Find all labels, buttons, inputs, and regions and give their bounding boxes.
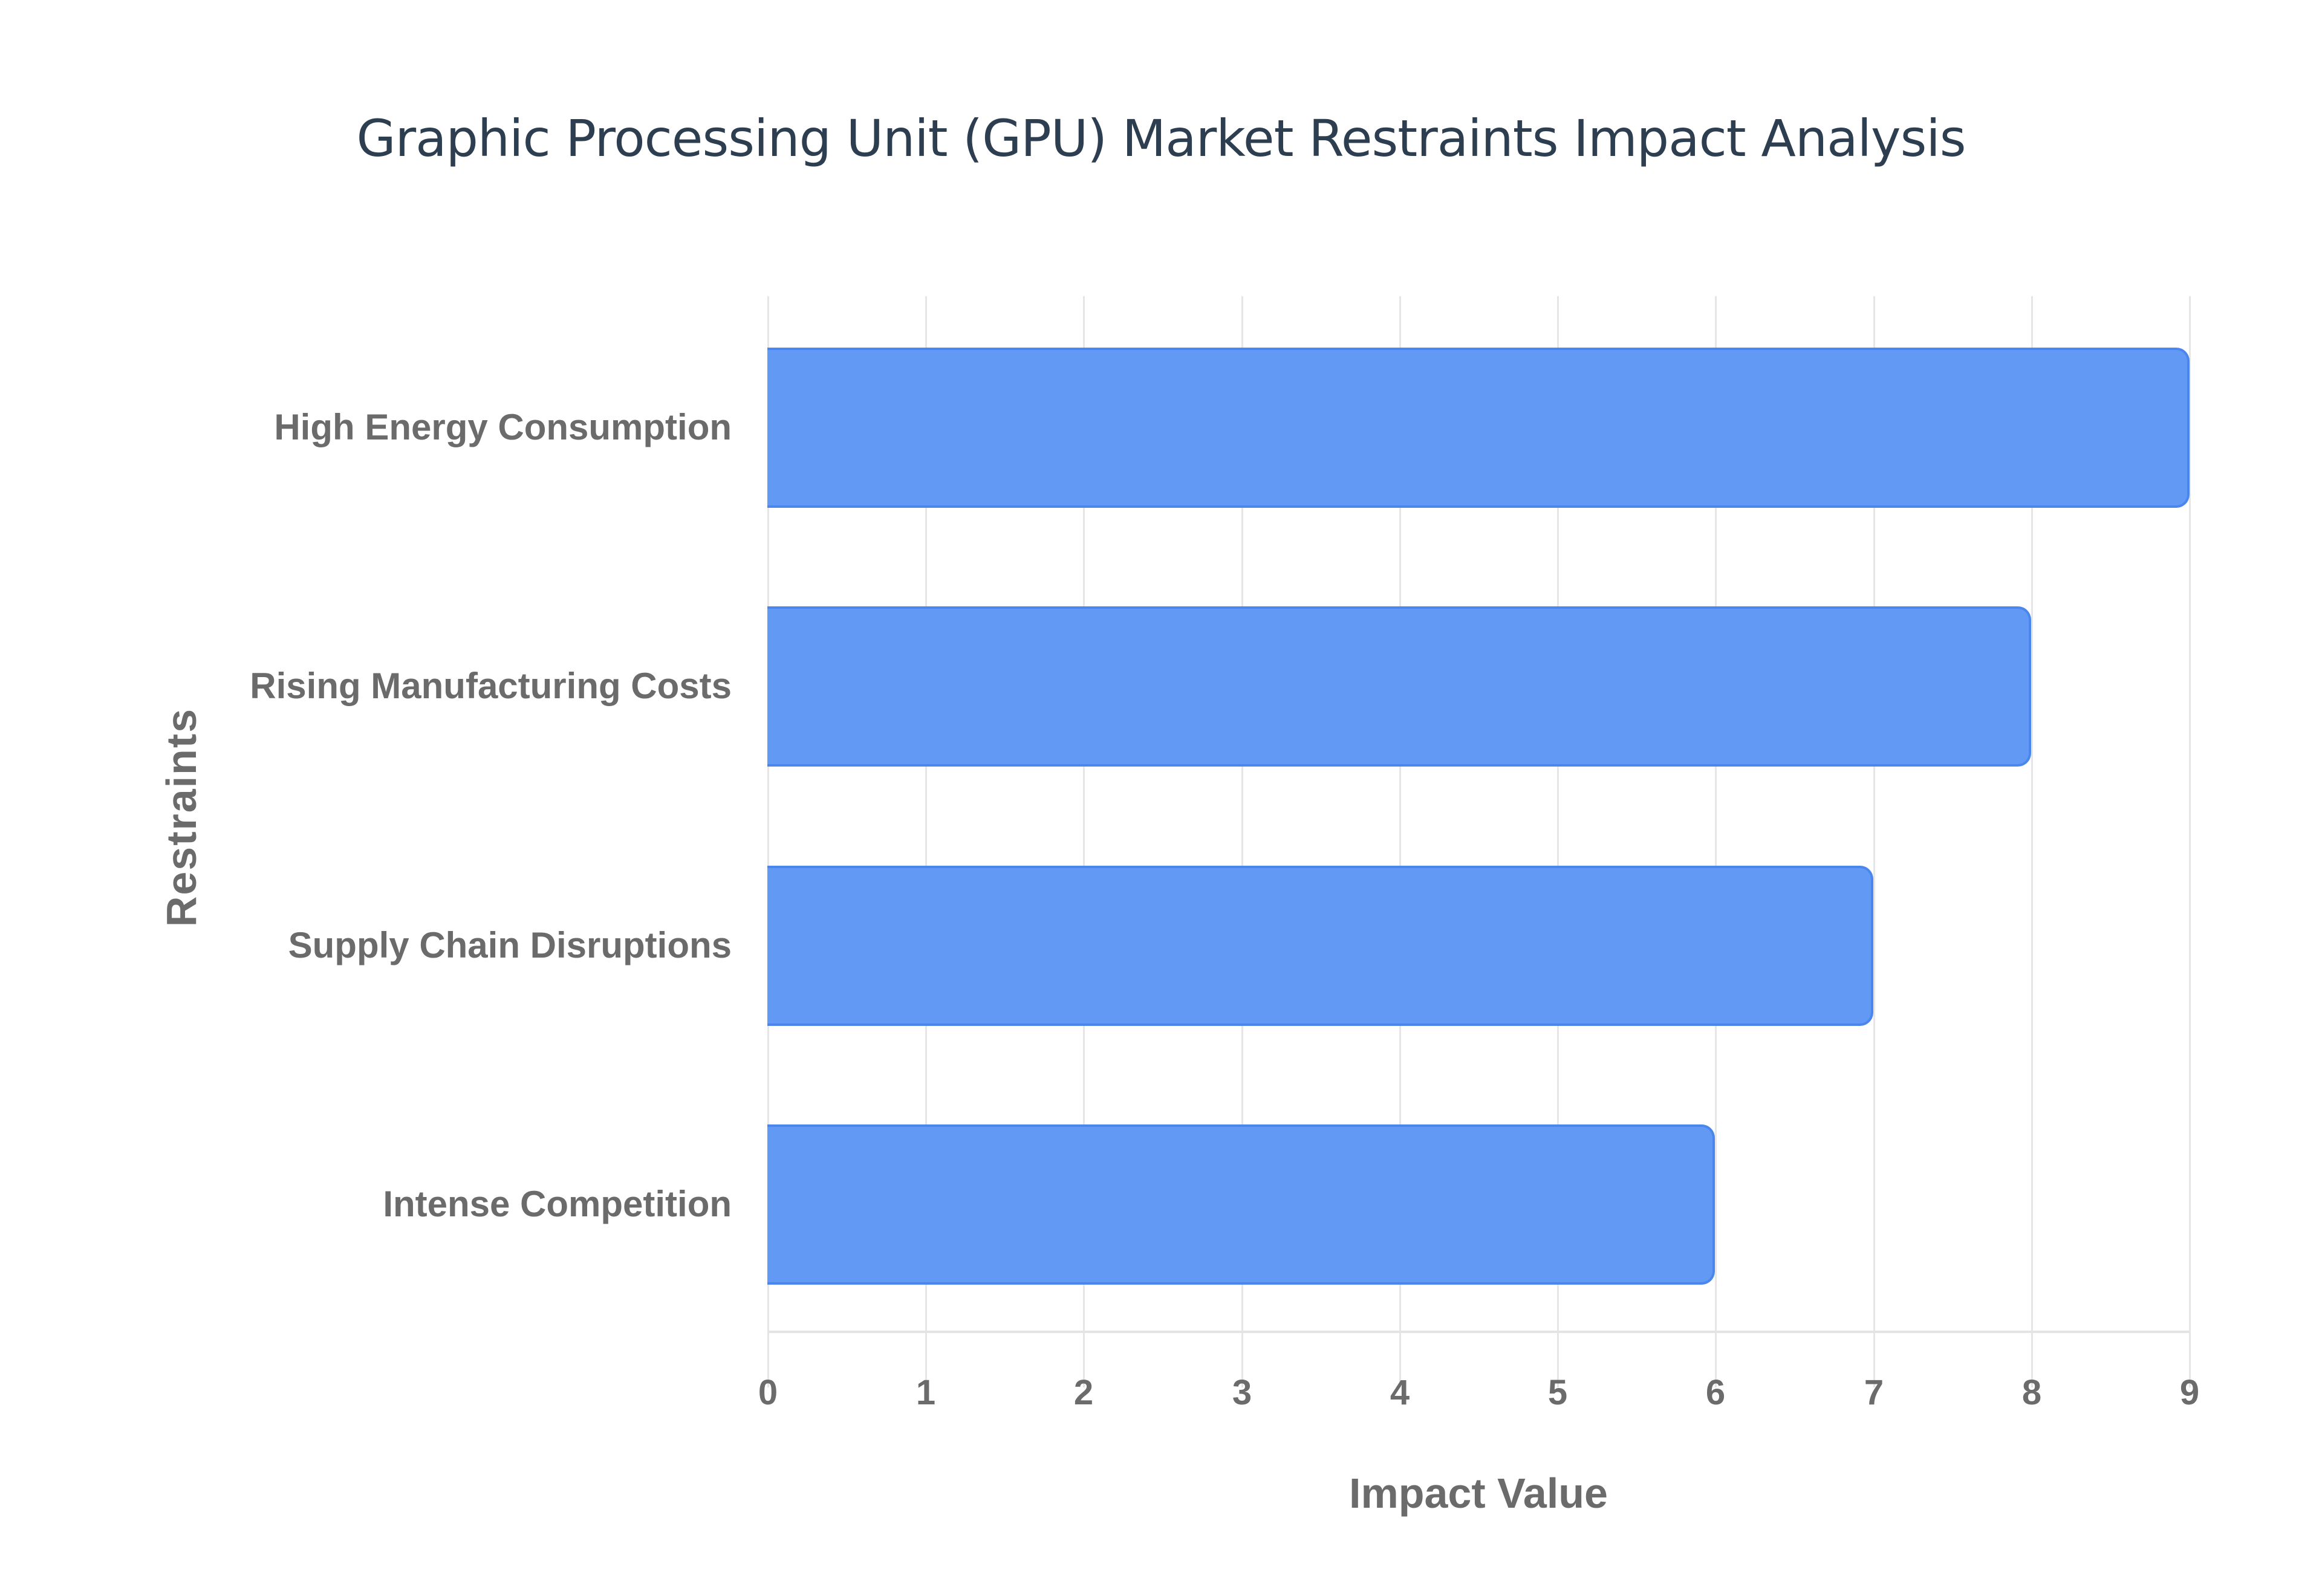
y-label-supply-chain-disruptions: Supply Chain Disruptions [288, 925, 732, 965]
y-label-intense-competition: Intense Competition [383, 1184, 732, 1224]
gridline-7 [1873, 296, 1875, 1387]
x-tick-3: 3 [1232, 1373, 1252, 1412]
x-tick-9: 9 [2179, 1373, 2200, 1412]
x-axis-title-text: Impact Value [1349, 1470, 1608, 1517]
gridline-0 [767, 296, 769, 1387]
y-label-high-energy-consumption: High Energy Consumption [274, 407, 732, 447]
chart-title: Graphic Processing Unit (GPU) Market Res… [356, 109, 1966, 168]
gridline-5 [1557, 296, 1559, 1387]
x-tick-5: 5 [1547, 1373, 1568, 1412]
x-tick-1: 1 [915, 1373, 936, 1412]
gridline-3 [1241, 296, 1243, 1387]
gridline-2 [1083, 296, 1085, 1387]
bar-intense-competition[interactable] [767, 1124, 1715, 1285]
gridline-9 [2189, 296, 2191, 1387]
bar-supply-chain-disruptions[interactable] [767, 866, 1873, 1026]
y-label-rising-manufacturing-costs: Rising Manufacturing Costs [250, 666, 732, 706]
y-axis-title: Restraints [158, 707, 205, 927]
x-tick-4: 4 [1390, 1373, 1410, 1412]
x-axis-line [767, 1331, 2190, 1333]
bar-high-energy-consumption[interactable] [767, 348, 2190, 508]
plot-area [767, 296, 2191, 1387]
x-tick-8: 8 [2021, 1373, 2042, 1412]
x-tick-7: 7 [1864, 1373, 1884, 1412]
gridline-8 [2031, 296, 2033, 1387]
x-tick-6: 6 [1705, 1373, 1726, 1412]
x-tick-2: 2 [1073, 1373, 1094, 1412]
bar-rising-manufacturing-costs[interactable] [767, 606, 2031, 767]
gridline-1 [925, 296, 927, 1387]
gridline-6 [1715, 296, 1717, 1387]
gridline-4 [1399, 296, 1401, 1387]
x-tick-0: 0 [758, 1373, 778, 1412]
